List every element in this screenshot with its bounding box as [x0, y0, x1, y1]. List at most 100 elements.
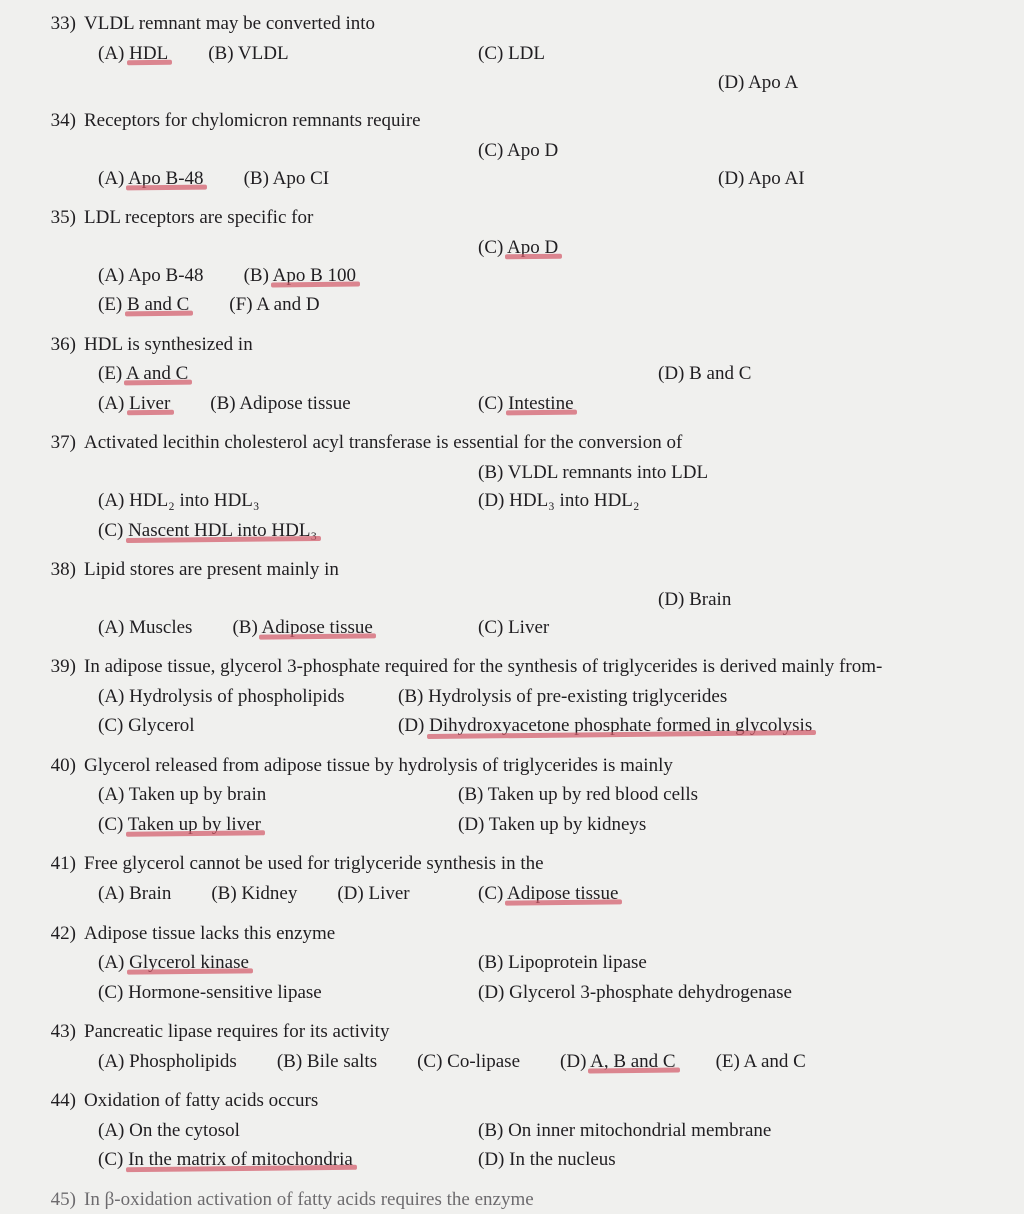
option-row: (D) Brain: [98, 586, 988, 612]
question: 36)HDL is synthesized in(D) B and C(E) A…: [36, 331, 988, 418]
option-D: (D) Apo A: [718, 69, 798, 97]
highlight: Dihydroxyacetone phosphate formed in gly…: [429, 715, 812, 736]
option-A: (A) Muscles: [98, 614, 192, 642]
question-number: 41): [36, 850, 84, 878]
question-stem: Oxidation of fatty acids occurs: [84, 1087, 988, 1115]
option-A: (A) Glycerol kinase: [98, 949, 249, 977]
question-stem: In adipose tissue, glycerol 3-phosphate …: [84, 653, 988, 681]
option-row: (B) VLDL remnants into LDL: [98, 459, 988, 485]
option-B: (B) Adipose tissue: [210, 390, 350, 418]
option-C: (C) LDL: [478, 40, 545, 68]
option-row: (D) B and C(E) A and C: [98, 360, 988, 388]
option-B: (B) Lipoprotein lipase: [478, 949, 647, 977]
option-row: (A) Liver(B) Adipose tissue(C) Intestine: [98, 390, 988, 418]
highlight: B and C: [127, 294, 189, 315]
question: 35)LDL receptors are specific for(C) Apo…: [36, 204, 988, 319]
option-A: (A) HDL: [98, 40, 168, 68]
question-stem: Pancreatic lipase requires for its activ…: [84, 1018, 988, 1046]
question-stem: Glycerol released from adipose tissue by…: [84, 752, 988, 780]
option-D: (D) A, B and C: [560, 1048, 676, 1076]
option-D: (D) Dihydroxyacetone phosphate formed in…: [398, 712, 812, 740]
question-stem: Activated lecithin cholesterol acyl tran…: [84, 429, 988, 457]
option-row: (C) Glycerol (D) Dihydroxyacetone phospha…: [98, 712, 988, 740]
option-A: (A) Liver: [98, 390, 170, 418]
highlight: Apo B-48: [128, 168, 203, 189]
option-C: (C) Adipose tissue: [478, 880, 618, 908]
question: 37)Activated lecithin cholesterol acyl t…: [36, 429, 988, 544]
highlight: In the matrix of mitochondria: [128, 1149, 353, 1170]
option-row: (A) Apo B-48(B) Apo B 100: [98, 262, 988, 290]
question-number: 36): [36, 331, 84, 359]
question: 43)Pancreatic lipase requires for its ac…: [36, 1018, 988, 1075]
question-stem: HDL is synthesized in: [84, 331, 988, 359]
question-cutoff: 45) In β-oxidation activation of fatty a…: [36, 1186, 988, 1214]
option-B: (B) Hydrolysis of pre-existing triglycer…: [398, 683, 727, 711]
question-number: 37): [36, 429, 84, 457]
option-A: (A) Hydrolysis of phospholipids: [98, 683, 344, 711]
highlight: Adipose tissue: [507, 883, 618, 904]
question: 38)Lipid stores are present mainly in(D)…: [36, 556, 988, 641]
option-D: (D) Apo AI: [718, 165, 805, 193]
option-C: (C) Apo D: [478, 137, 558, 165]
option-B: (B) Kidney: [211, 880, 297, 908]
option-F: (F) A and D: [229, 291, 319, 319]
option-A: (A) Phospholipids: [98, 1048, 237, 1076]
option-A: (A) Apo B-48: [98, 262, 204, 290]
option-D: (D) Glycerol 3-phosphate dehydrogenase: [478, 979, 792, 1007]
option-C: (C) Apo D: [478, 234, 558, 262]
option-D: (D) B and C: [658, 360, 751, 388]
highlight: Nascent HDL into HDL₃: [128, 520, 317, 541]
option-E: (E) A and C: [716, 1048, 806, 1076]
option-C: (C) Liver: [478, 614, 549, 642]
highlight: Intestine: [508, 393, 573, 414]
question-number: 38): [36, 556, 84, 584]
option-D: (D) Liver: [337, 880, 409, 908]
highlight: A, B and C: [590, 1051, 676, 1072]
option-C: (C) Hormone-sensitive lipase: [98, 979, 322, 1007]
highlight: Apo B 100: [273, 265, 356, 286]
option-C: (C) Taken up by liver: [98, 811, 261, 839]
question: 33)VLDL remnant may be converted into(A)…: [36, 10, 988, 95]
highlight: Liver: [129, 393, 170, 414]
highlight: Apo D: [507, 237, 558, 258]
option-row: (E) B and C (F) A and D: [98, 291, 988, 319]
option-B: (B) VLDL: [208, 40, 288, 68]
question-number: 35): [36, 204, 84, 232]
option-row: (A) HDL₂ into HDL₃(D) HDL₃ into HDL₂: [98, 487, 988, 515]
question-stem: Adipose tissue lacks this enzyme: [84, 920, 988, 948]
option-row: (A) Muscles(B) Adipose tissue(C) Liver: [98, 614, 988, 642]
question: 39)In adipose tissue, glycerol 3-phospha…: [36, 653, 988, 740]
question-stem: Lipid stores are present mainly in: [84, 556, 988, 584]
option-row: (C) Nascent HDL into HDL₃: [98, 517, 988, 545]
option-row: (C) In the matrix of mitochondria(D) In …: [98, 1146, 988, 1174]
option-D: (D) Brain: [658, 586, 731, 614]
option-A: (A) On the cytosol: [98, 1117, 240, 1145]
option-row: (A) Brain (B) Kidney (C) Adipose tissue (D)…: [98, 880, 988, 908]
option-row: (C) Taken up by liver (D) Taken up by kid…: [98, 811, 988, 839]
option-D: (D) Taken up by kidneys: [458, 811, 646, 839]
question-stem: Free glycerol cannot be used for triglyc…: [84, 850, 988, 878]
question-number: 33): [36, 10, 84, 38]
question-number: 42): [36, 920, 84, 948]
question-number: 39): [36, 653, 84, 681]
question: 34)Receptors for chylomicron remnants re…: [36, 107, 988, 192]
option-row: (A) HDL (B) VLDL (C) LDL: [98, 40, 988, 68]
option-C: (C) Glycerol: [98, 712, 195, 740]
option-C: (C) Co-lipase: [417, 1048, 520, 1076]
highlight: Adipose tissue: [261, 617, 372, 638]
option-E: (E) B and C: [98, 291, 189, 319]
question-stem: LDL receptors are specific for: [84, 204, 988, 232]
option-row: (D) Apo A: [98, 69, 988, 95]
option-B: (B) Bile salts: [277, 1048, 377, 1076]
question-number: 40): [36, 752, 84, 780]
option-B: (B) Taken up by red blood cells: [458, 781, 698, 809]
option-A: (A) Brain: [98, 880, 171, 908]
question-number: 34): [36, 107, 84, 135]
question: 44)Oxidation of fatty acids occurs(A) On…: [36, 1087, 988, 1174]
option-C: (C) Nascent HDL into HDL₃: [98, 517, 317, 545]
option-A: (A) HDL₂ into HDL₃: [98, 487, 260, 515]
option-row: (A) Taken up by brain(B) Taken up by red…: [98, 781, 988, 809]
question: 40)Glycerol released from adipose tissue…: [36, 752, 988, 839]
option-C: (C) In the matrix of mitochondria: [98, 1146, 353, 1174]
highlight: Glycerol kinase: [129, 952, 249, 973]
